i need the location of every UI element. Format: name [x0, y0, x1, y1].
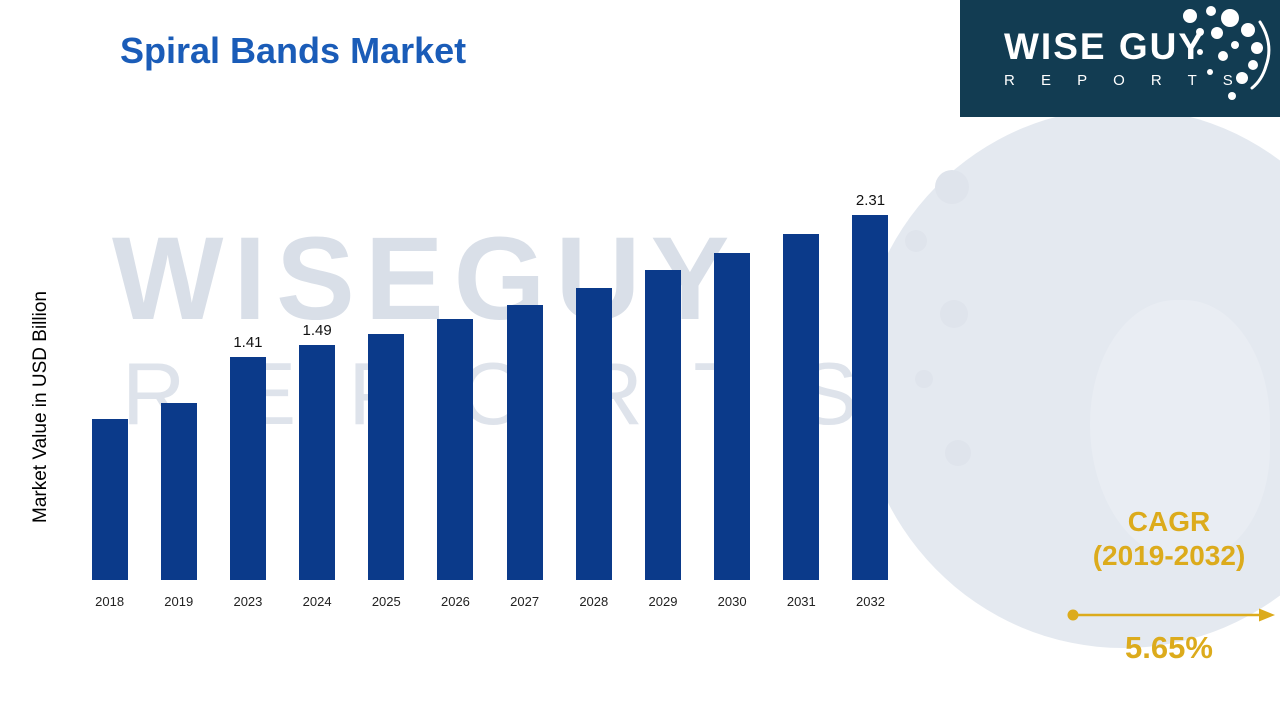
bar-column: 2.31 2032: [836, 192, 905, 610]
bar-column: 2029: [628, 192, 697, 610]
cagr-value: 5.65%: [1125, 630, 1213, 665]
watermark-dot: [945, 440, 971, 466]
bar: [160, 403, 197, 580]
cagr-range: (2019-2032): [1092, 539, 1246, 571]
bar-column: 2019: [144, 192, 213, 610]
brand-logo-name: WISE GUY: [1004, 26, 1206, 67]
watermark-dot: [905, 230, 927, 252]
bar: [229, 357, 266, 580]
bar-column: 2027: [490, 192, 559, 610]
bar-column: 1.49 2024: [283, 192, 352, 610]
brand-logo: WISE GUY R E P O R T S: [1004, 26, 1244, 89]
bar-column: 2025: [352, 192, 421, 610]
watermark-dot: [935, 170, 969, 204]
x-axis-tick-label: 2019: [164, 594, 194, 609]
x-axis-tick-label: 2029: [648, 594, 678, 609]
cagr-block: CAGR (2019-2032): [1058, 505, 1280, 572]
x-axis-tick-label: 2028: [579, 594, 609, 609]
x-axis-tick-label: 2018: [95, 594, 125, 609]
brand-logo-subtext: R E P O R T S: [1004, 72, 1244, 89]
x-axis-tick-label: 2024: [302, 594, 332, 609]
bar-column: 2030: [698, 192, 767, 610]
bar-value-label: 1.41: [233, 334, 263, 351]
bar: [852, 215, 889, 580]
page-title: Spiral Bands Market: [120, 30, 467, 71]
bar: [575, 288, 612, 580]
watermark-face-profile: [1090, 300, 1270, 560]
x-axis-tick-label: 2023: [233, 594, 263, 609]
x-axis-tick-label: 2027: [510, 594, 540, 609]
watermark-dot: [940, 300, 968, 328]
bar: [644, 270, 681, 580]
x-axis-tick-label: 2030: [717, 594, 747, 609]
watermark-dot: [915, 370, 933, 388]
bar-value-label: 1.49: [302, 322, 332, 339]
x-axis-tick-label: 2031: [786, 594, 816, 609]
bar-chart-plot-area: 2018 2019 1.41 2023 1.49 2024 2025 2026 2027 2028…: [75, 192, 905, 610]
bar-column: 2028: [559, 192, 628, 610]
bar: [783, 234, 820, 580]
bar-column: 2026: [421, 192, 490, 610]
bar-column: 1.41 2023: [213, 192, 282, 610]
cagr-label: CAGR: [1127, 506, 1211, 537]
brand-panel: WISE GUY R E P O R T S: [960, 0, 1280, 117]
y-axis-label: Market Value in USD Billion: [30, 291, 51, 524]
bar: [714, 253, 751, 580]
brand-face-dots-icon: [1156, 2, 1274, 123]
x-axis-tick-label: 2026: [440, 594, 470, 609]
x-axis-tick-label: 2025: [371, 594, 401, 609]
cagr-arrow-icon: [1067, 608, 1275, 622]
bar: [506, 305, 543, 580]
bar: [437, 319, 474, 580]
bar: [368, 334, 405, 580]
x-axis-tick-label: 2032: [856, 594, 885, 609]
bar-value-label: 2.31: [855, 192, 886, 209]
bar-chart: 2018 2019 1.41 2023 1.49 2024 2025 2026 2027 2028…: [75, 192, 905, 610]
watermark-line1: WISEGUY: [112, 213, 740, 345]
bar-column: 2031: [767, 192, 836, 610]
bar-column: 2018: [75, 192, 144, 610]
bar: [299, 345, 336, 580]
bar: [91, 419, 128, 580]
